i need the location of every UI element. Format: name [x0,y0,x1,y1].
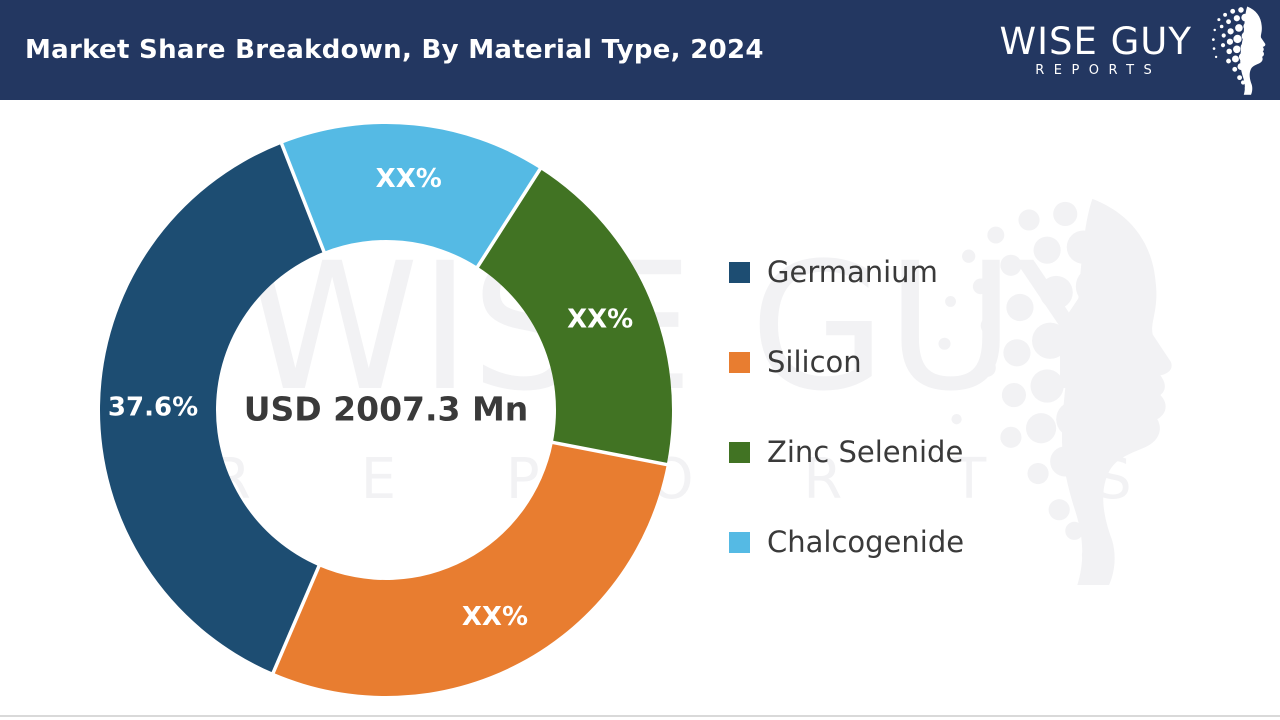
legend-item-chalcogenide: Chalcogenide [729,525,964,559]
legend-label: Silicon [767,345,862,379]
slice-label: 37.6% [108,392,198,422]
slice-label: XX% [462,602,528,632]
bottom-divider [0,715,1280,717]
legend-label: Chalcogenide [767,525,965,559]
legend-item-silicon: Silicon [729,345,964,379]
watermark-subtitle: R E P O R T S [212,447,1178,512]
donut-center-value: USD 2007.3 Mn [243,389,529,429]
legend-item-germanium: Germanium [729,255,964,289]
legend-swatch [729,531,750,553]
chart-legend: Germanium Silicon Zinc Selenide Chalcogenid… [729,255,964,559]
legend-item-zinc-selenide: Zinc Selenide [729,435,964,469]
logo-wordmark: WISE GUY [999,19,1192,63]
donut-segment-zinc-selenide [477,169,672,465]
page-title: Market Share Breakdown, By Material Type… [25,35,764,65]
segment-gap [270,563,322,676]
legend-swatch [729,351,750,373]
slice-label: XX% [376,164,442,194]
legend-label: Germanium [767,255,938,289]
segment-gap [550,440,670,467]
donut-segment-germanium [99,143,324,673]
header: Market Share Breakdown, By Material Type… [0,0,1280,100]
legend-label: Zinc Selenide [767,435,964,469]
slice-label: XX% [567,304,633,334]
donut-segment-silicon [273,442,667,696]
legend-swatch [729,441,750,463]
logo-text: WISE GUY REPORTS [1000,23,1192,78]
segment-gap [475,166,543,270]
segment-gap [279,141,327,255]
donut-segment-chalcogenide [281,123,541,267]
logo-subtitle: REPORTS [1035,62,1162,78]
watermark-wordmark: WISE GUY [245,225,1123,430]
legend-swatch [729,261,750,283]
wiseguy-logo: WISE GUY REPORTS [1000,5,1270,95]
